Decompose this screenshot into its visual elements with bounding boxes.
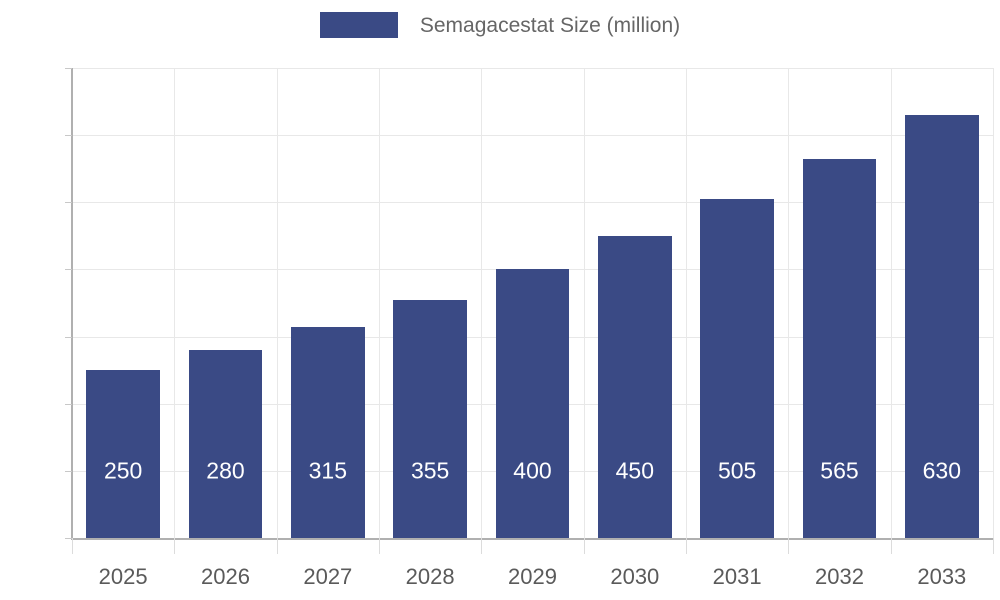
legend-label-semagacestat-size: Semagacestat Size (million)	[419, 13, 681, 37]
y-tick-mark	[65, 403, 72, 405]
x-tick-mark	[788, 538, 790, 554]
gridline-vertical	[276, 68, 278, 538]
gridline-vertical	[993, 68, 994, 538]
bar-value-label-2025: 250	[103, 457, 143, 484]
x-tick-mark	[583, 538, 585, 554]
y-tick-mark	[65, 135, 72, 137]
x-tick-mark	[993, 538, 994, 554]
x-axis-spine	[71, 538, 993, 540]
x-tick-mark	[379, 538, 380, 554]
gridline-vertical	[890, 68, 892, 538]
x-tick-mark	[481, 538, 483, 554]
chart-legend: Semagacestat Size (million)	[0, 12, 1000, 38]
y-tick-mark	[65, 470, 72, 472]
bar-value-label-2026: 280	[206, 457, 245, 484]
plot-area: 0100200300400500600700 20252026202720282…	[65, 68, 994, 588]
gridline-vertical	[174, 68, 176, 538]
x-tick-mark	[276, 538, 278, 554]
gridline-vertical	[788, 68, 790, 538]
gridline-vertical	[686, 68, 687, 538]
bar-2028[interactable]: 355	[393, 299, 467, 538]
x-tick-mark	[174, 538, 176, 554]
y-tick-mark	[65, 202, 72, 204]
bar-value-label-2027: 315	[308, 457, 347, 484]
bar-2027[interactable]: 315	[290, 326, 365, 538]
bar-2032[interactable]: 565	[802, 158, 877, 538]
bar-2025[interactable]: 250	[86, 370, 160, 538]
y-tick-mark	[65, 538, 72, 539]
x-tick-label-2033: 2033	[917, 564, 967, 589]
x-tick-label-2025: 2025	[98, 564, 148, 589]
bar-value-label-2031: 505	[717, 457, 757, 484]
gridline-vertical	[481, 68, 483, 538]
gridline-horizontal	[72, 68, 993, 69]
bar-2030[interactable]: 450	[597, 235, 672, 538]
bar-value-label-2030: 450	[615, 457, 654, 484]
x-tick-label-2031: 2031	[712, 564, 762, 589]
bar-2029[interactable]: 400	[495, 269, 570, 538]
x-tick-label-2027: 2027	[303, 564, 353, 589]
x-tick-label-2030: 2030	[610, 564, 660, 589]
x-tick-label-2029: 2029	[508, 564, 557, 589]
x-tick-mark	[890, 538, 892, 554]
y-tick-mark	[65, 68, 72, 69]
bar-value-label-2032: 565	[820, 457, 859, 484]
x-tick-label-2028: 2028	[405, 564, 455, 589]
gridline-horizontal	[72, 135, 993, 137]
gridline-vertical	[379, 68, 380, 538]
bar-value-label-2033: 630	[922, 457, 961, 484]
gridline-horizontal	[72, 202, 993, 204]
legend-swatch-semagacestat-size	[319, 12, 398, 38]
x-tick-label-2026: 2026	[201, 564, 250, 589]
y-tick-mark	[65, 269, 72, 271]
x-tick-label-2032: 2032	[815, 564, 864, 589]
bar-2026[interactable]: 280	[188, 350, 263, 538]
y-tick-mark	[65, 336, 72, 338]
bar-value-label-2029: 400	[513, 457, 552, 484]
x-tick-mark	[72, 538, 73, 554]
y-axis-spine	[71, 68, 73, 538]
x-tick-mark	[686, 538, 687, 554]
bar-2033[interactable]: 630	[904, 115, 979, 538]
bar-value-label-2028: 355	[410, 457, 450, 484]
gridline-vertical	[583, 68, 585, 538]
legend-item-semagacestat-size: Semagacestat Size (million)	[319, 12, 681, 38]
bar-2031[interactable]: 505	[700, 198, 774, 538]
